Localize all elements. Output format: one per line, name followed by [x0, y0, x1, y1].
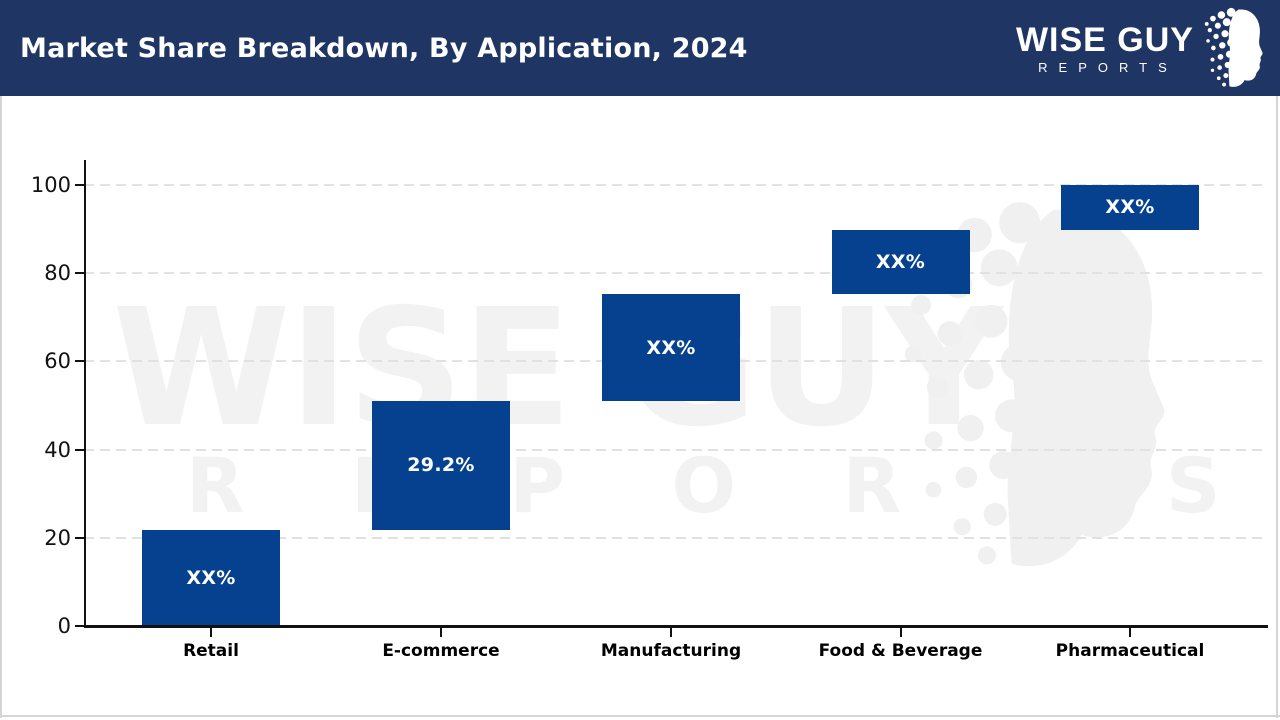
bar-e-commerce: 29.2% — [372, 401, 510, 530]
y-tick-label-40: 40 — [44, 437, 71, 462]
x-tick-4 — [1129, 628, 1131, 637]
frame-left-border — [0, 96, 2, 718]
y-tick-label-100: 100 — [30, 173, 71, 197]
y-tick-label-60: 60 — [44, 349, 71, 374]
category-label-3: Food & Beverage — [818, 641, 983, 661]
bar-manufacturing: XX% — [602, 293, 740, 402]
dotted-head-icon — [1204, 7, 1263, 87]
x-tick-2 — [670, 628, 672, 637]
category-label-2: Manufacturing — [600, 641, 742, 661]
bar-retail: XX% — [142, 529, 280, 626]
bar-value-label: XX% — [186, 566, 236, 589]
x-tick-0 — [210, 628, 212, 637]
gridline-40 — [84, 448, 1268, 451]
brand-logo: WISE GUY REPORTS — [1016, 7, 1266, 89]
frame-bottom-border — [0, 715, 1280, 717]
y-tick-0 — [75, 625, 84, 627]
y-tick-100 — [75, 184, 84, 186]
bar-pharmaceutical: XX% — [1061, 185, 1199, 230]
bar-value-label: XX% — [875, 250, 926, 273]
bar-value-label: XX% — [1105, 196, 1155, 219]
y-tick-40 — [75, 448, 84, 451]
x-tick-3 — [899, 628, 902, 637]
x-tick-1 — [440, 628, 442, 637]
y-tick-80 — [75, 272, 84, 275]
chart-title: Market Share Breakdown, By Application, … — [20, 32, 748, 64]
gridline-100 — [84, 184, 1268, 186]
gridline-80 — [84, 272, 1268, 275]
frame-right-border — [1276, 96, 1278, 718]
category-label-4: Pharmaceutical — [1055, 641, 1205, 661]
x-axis-line — [84, 625, 1268, 628]
category-label-0: Retail — [183, 641, 239, 661]
y-axis-line — [84, 160, 86, 628]
brand-logo-text: WISE GUY REPORTS — [1016, 23, 1194, 74]
brand-name: WISE GUY — [1015, 20, 1194, 59]
gridline-20 — [84, 536, 1268, 539]
bar-value-label: XX% — [646, 336, 696, 359]
y-tick-20 — [75, 536, 84, 539]
category-label-1: E-commerce — [382, 641, 500, 661]
bar-value-label: 29.2% — [407, 454, 475, 477]
y-tick-60 — [75, 360, 84, 363]
y-tick-label-0: 0 — [57, 614, 71, 638]
bar-food-beverage: XX% — [831, 229, 970, 294]
y-tick-label-20: 20 — [44, 525, 71, 550]
header-bar: Market Share Breakdown, By Application, … — [0, 0, 1280, 96]
y-tick-label-80: 80 — [44, 261, 71, 286]
brand-subname: REPORTS — [1038, 59, 1178, 75]
